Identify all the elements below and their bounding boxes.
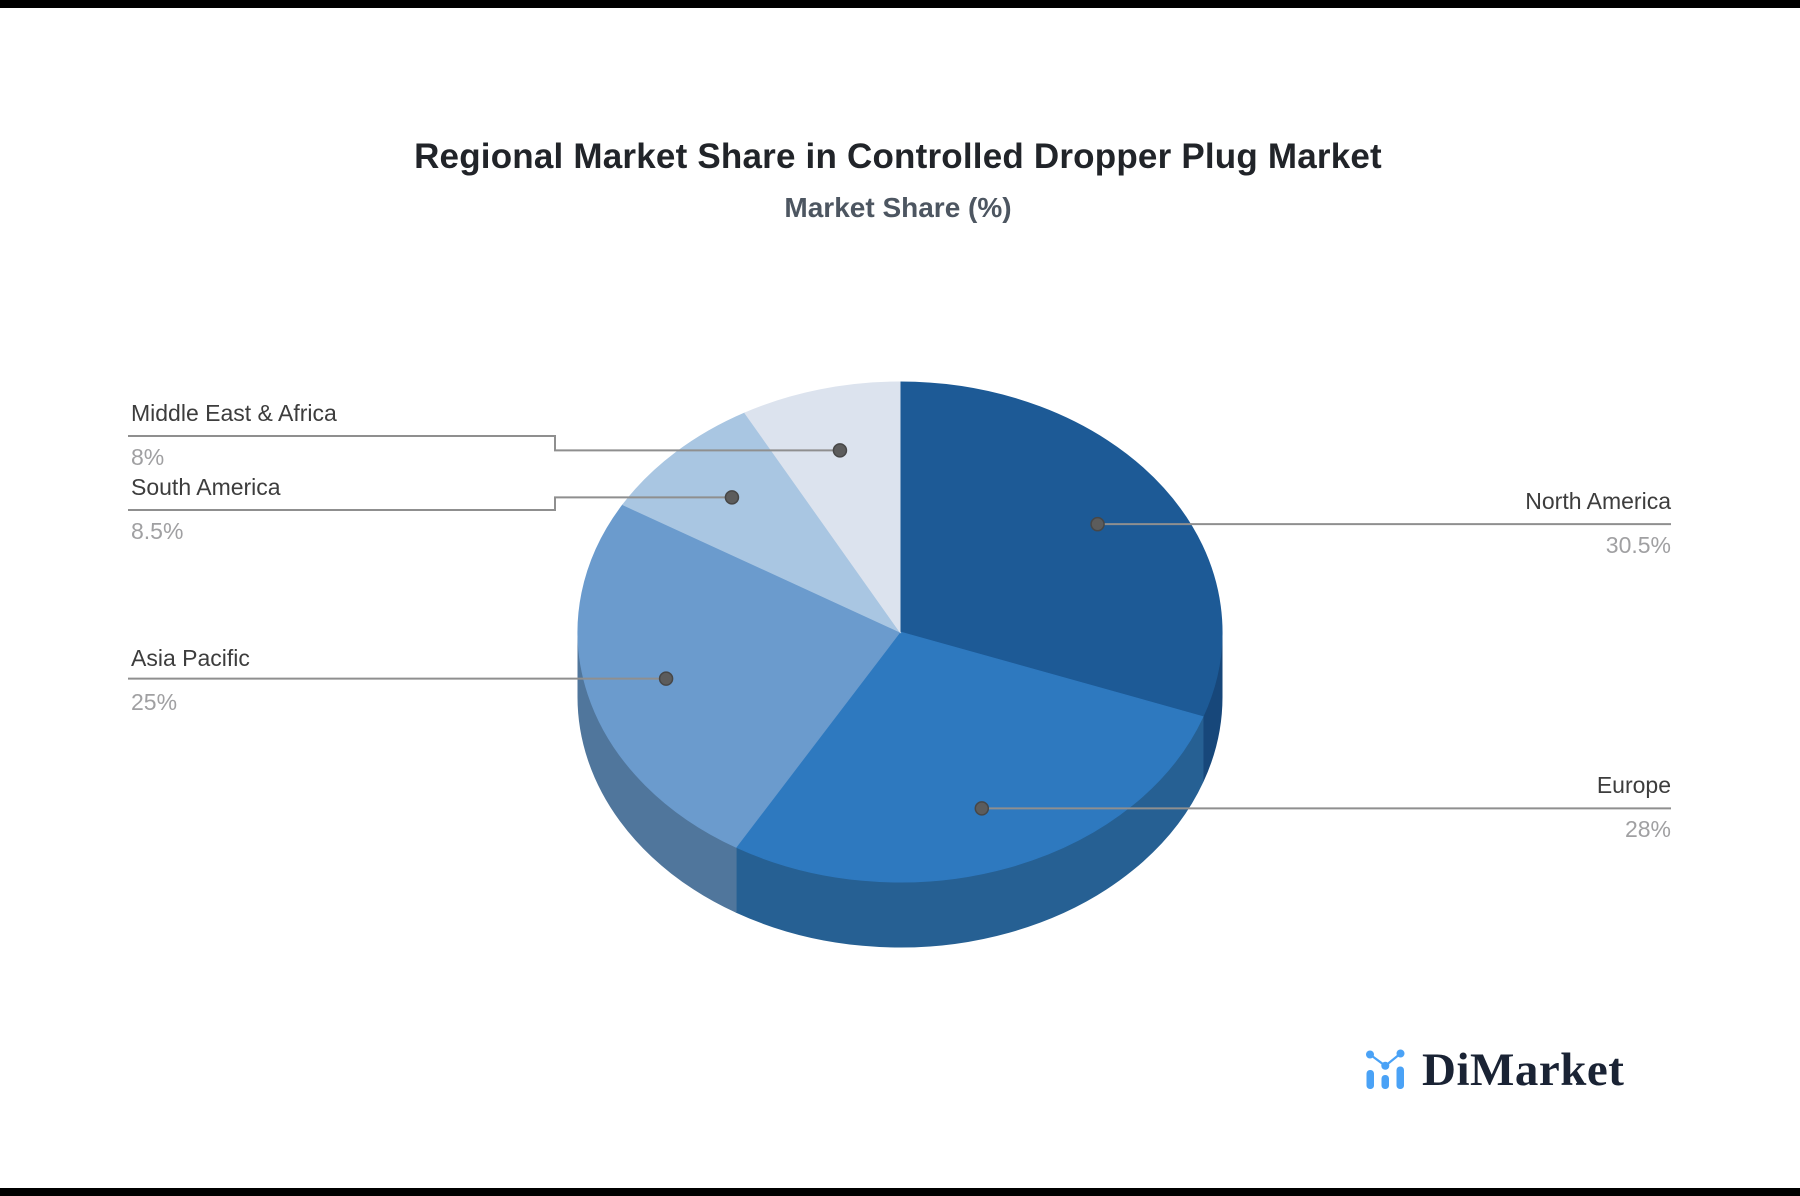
leader-dot-asia-pacific [658,671,674,686]
slice-label-asia-pacific: Asia Pacific [131,645,250,671]
chart-subtitle: Market Share (%) [784,192,1012,223]
slice-value-europe: 28% [1624,816,1671,842]
slice-value-south-america: 8.5% [131,518,184,544]
chart-title: Regional Market Share in Controlled Drop… [414,137,1382,176]
slice-value-north-america: 30.5% [1605,532,1671,558]
slice-value-middle-east-africa: 8% [131,444,165,470]
brand-logo: DiMarket [1360,1040,1624,1100]
leader-dot-middle-east-africa [832,443,848,458]
pie-slice-north-america[interactable] [899,381,1223,718]
slice-label-south-america: South America [131,474,281,500]
leader-line-south-america [128,496,732,511]
pie-slice-south-america[interactable] [622,412,902,634]
brand-logo-text: DiMarket [1422,1044,1625,1096]
slice-label-europe: Europe [1596,772,1671,798]
pie-slice-middle-east-africa[interactable] [744,381,901,634]
slice-label-middle-east-africa: Middle East & Africa [131,400,337,426]
slice-label-north-america: North America [1525,488,1671,514]
leader-dot-north-america [1090,516,1105,532]
top-edge-bar [0,0,1800,8]
leader-dot-south-america [724,490,740,505]
bottom-edge-bar [0,1188,1800,1196]
leader-dot-europe [974,801,990,816]
pie-slice-asia-pacific[interactable] [577,504,901,848]
slice-value-asia-pacific: 25% [131,689,178,715]
bar-line-chart-icon [1366,1049,1405,1089]
leader-line-middle-east-africa [128,435,840,452]
